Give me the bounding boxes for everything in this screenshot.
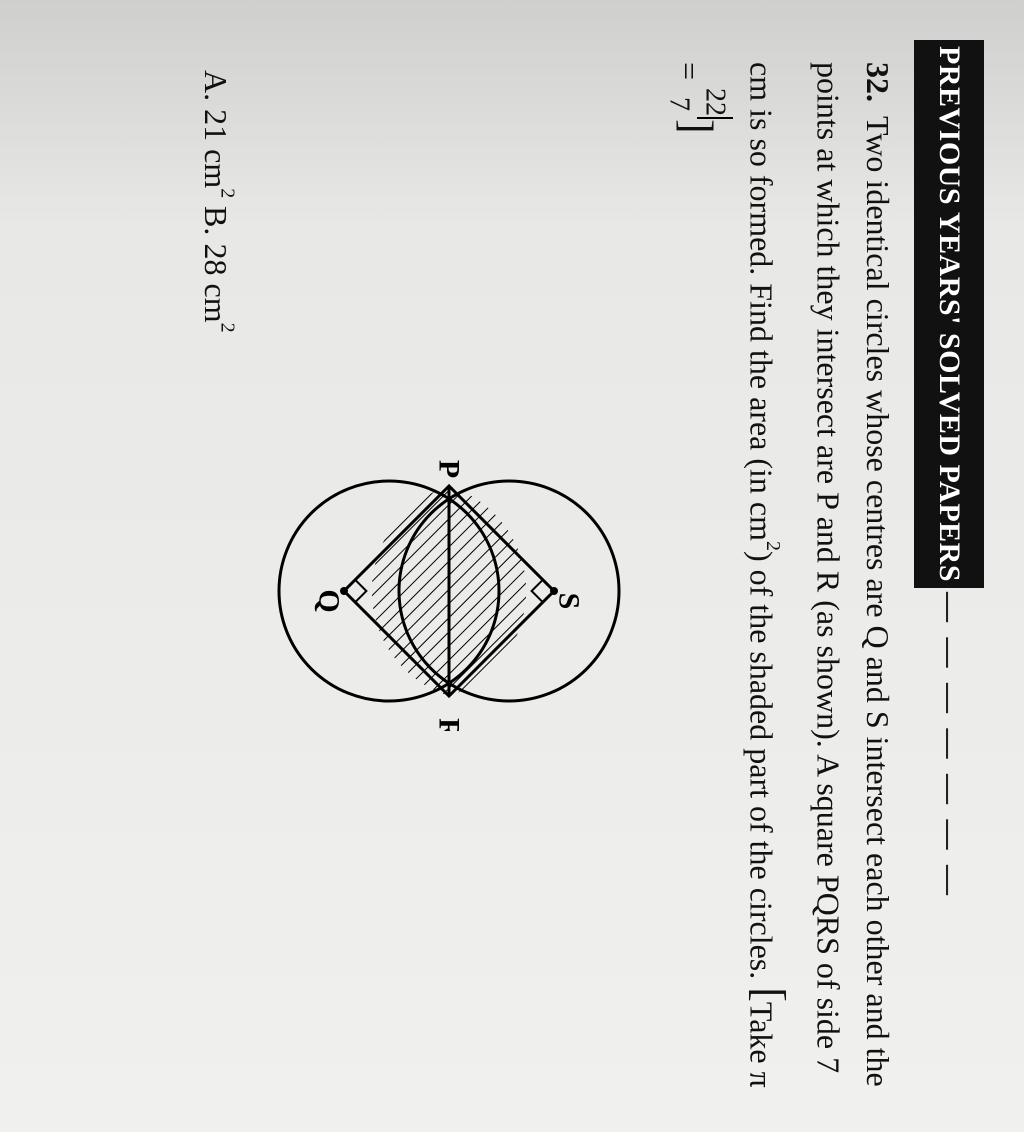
svg-text:S: S xyxy=(552,593,585,610)
frac-den: 7 xyxy=(661,88,697,119)
fraction-icon: 227 xyxy=(661,88,733,119)
frac-num: 22 xyxy=(697,88,733,119)
option-b-label: B. xyxy=(198,206,234,235)
svg-text:Q: Q xyxy=(312,589,345,612)
geometry-figure: P Q R S xyxy=(239,431,659,731)
content-column: PREVIOUS YEARS' SOLVED PAPERS — — — — — … xyxy=(197,40,984,1092)
question-text: Two identical circles whose centres are … xyxy=(671,62,896,1088)
question-block: 32. Two identical circles whose centres … xyxy=(197,62,902,1092)
figure-wrap: P Q R S xyxy=(239,84,659,1078)
svg-text:R: R xyxy=(432,718,465,731)
question-body: 32. Two identical circles whose centres … xyxy=(197,62,902,1092)
question-number: 32. xyxy=(860,62,896,102)
option-a-label: A. xyxy=(198,70,234,101)
q-p1-sup: 2 xyxy=(762,541,784,551)
option-a-sup: 2 xyxy=(217,188,239,198)
dashes-icon: — — — — — — — xyxy=(933,592,966,899)
option-b-sup: 2 xyxy=(217,323,239,333)
page: PREVIOUS YEARS' SOLVED PAPERS — — — — — … xyxy=(0,0,1024,1132)
options-row: A. 21 cm2 B. 28 cm2 xyxy=(197,70,239,1092)
q-p2: ) of the shaded part of the circles. xyxy=(743,551,779,979)
option-a-value: 21 cm xyxy=(198,109,234,188)
option-b-value: 28 cm xyxy=(198,244,234,323)
bracket-close: ] xyxy=(673,119,722,134)
section-banner: PREVIOUS YEARS' SOLVED PAPERS xyxy=(914,40,984,588)
bracket-open: [ xyxy=(745,987,794,1002)
header-line: PREVIOUS YEARS' SOLVED PAPERS — — — — — … xyxy=(941,40,958,899)
svg-text:P: P xyxy=(432,460,465,478)
